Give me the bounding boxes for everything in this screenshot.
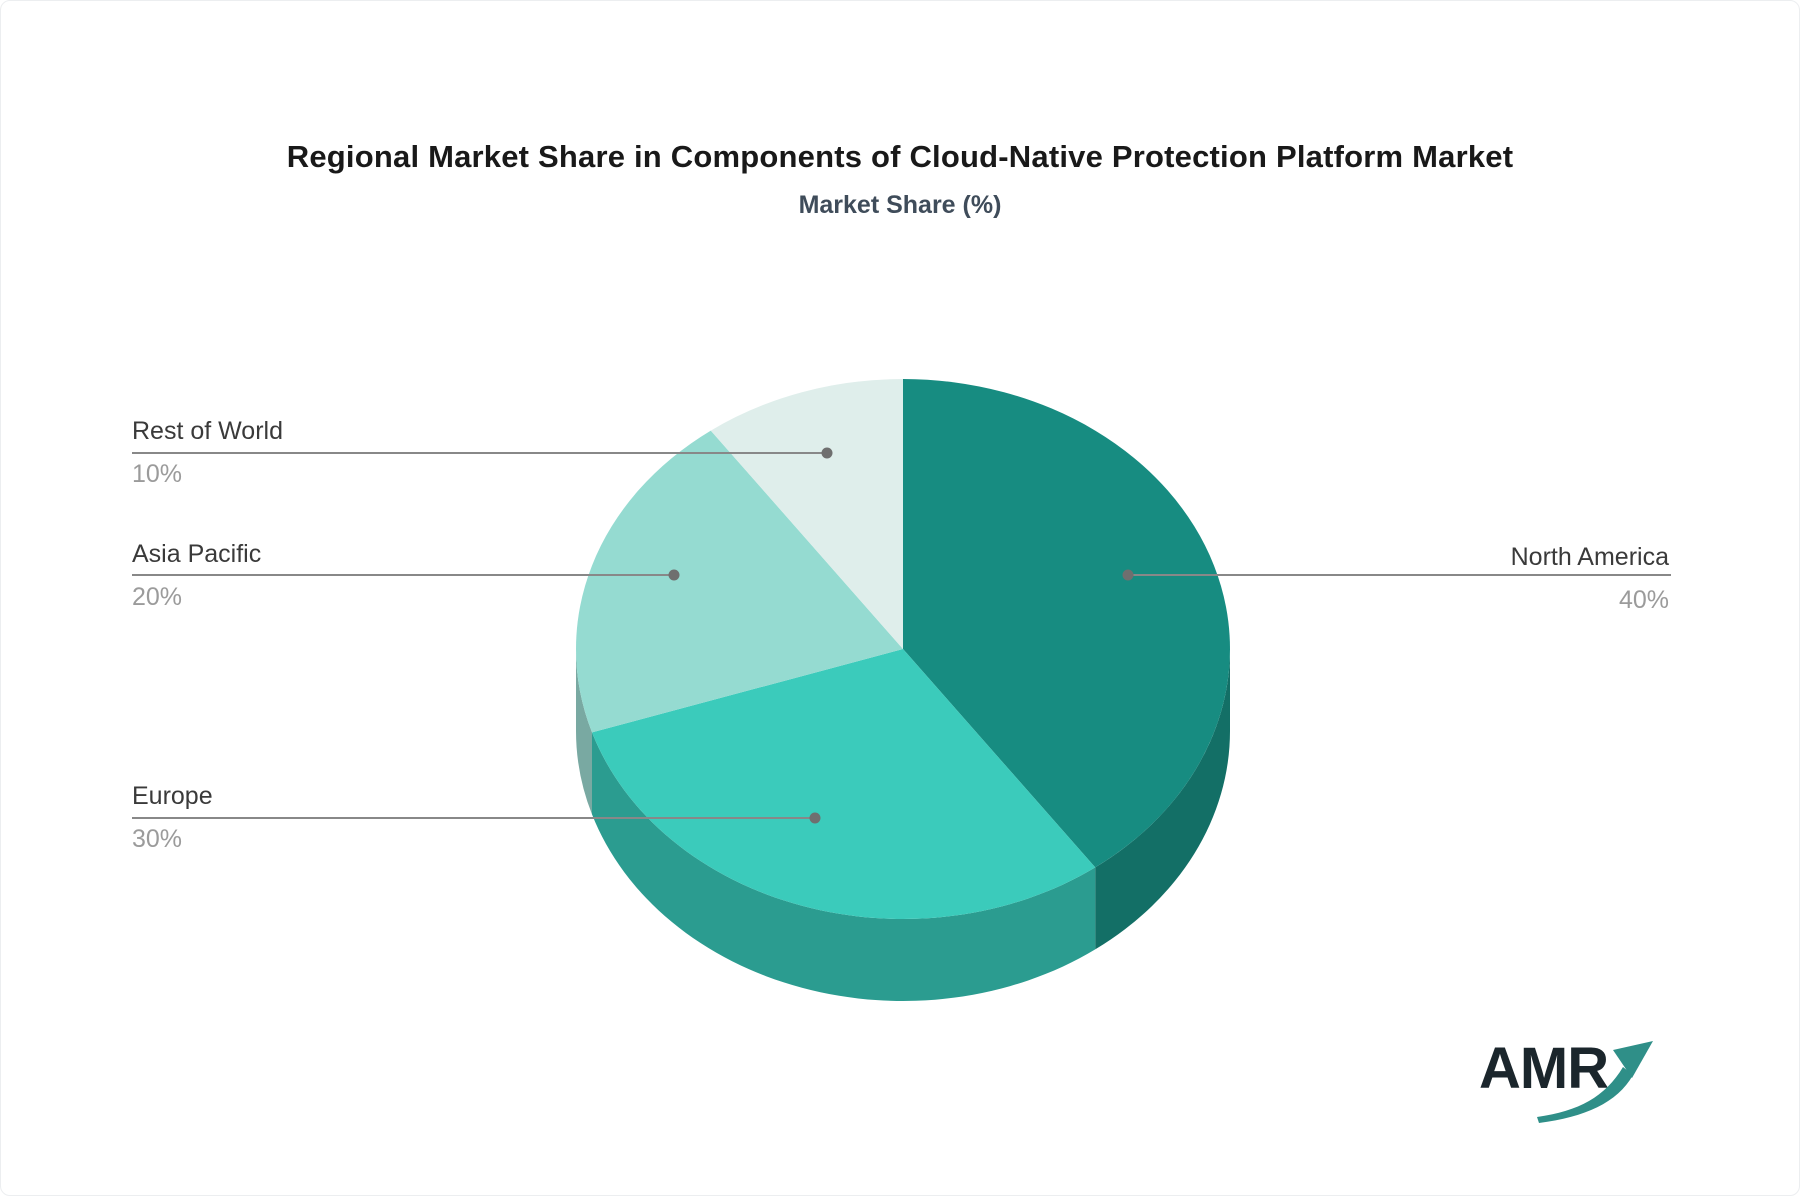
pie-slice-side-north-america xyxy=(1095,649,1230,950)
slice-label-asia-pacific: Asia Pacific 20% xyxy=(132,539,261,612)
chart-subtitle: Market Share (%) xyxy=(798,191,1002,219)
pie-slice-side-asia-pacific xyxy=(576,649,593,815)
pie-slice-north-america[interactable] xyxy=(903,379,1230,868)
slice-percent: 40% xyxy=(1618,586,1669,614)
brand-text: AMR xyxy=(1479,1036,1609,1101)
slice-label-rest-of-world: Rest of World 10% xyxy=(132,416,283,489)
brand-arrow-icon xyxy=(1537,1041,1653,1123)
slice-percent: 10% xyxy=(132,460,183,488)
brand-logo: AMR xyxy=(1479,1037,1659,1127)
pie-slice-asia-pacific[interactable] xyxy=(576,430,903,733)
slice-name: Rest of World xyxy=(132,417,283,445)
slice-name: North America xyxy=(1510,543,1669,571)
leader-dot-rest-of-world xyxy=(821,447,833,459)
slice-percent: 30% xyxy=(132,825,183,853)
chart-title: Regional Market Share in Components of C… xyxy=(286,139,1514,174)
pie-slice-side-europe xyxy=(592,732,1096,1001)
leader-dot-north-america xyxy=(1122,569,1134,581)
pie-slice-rest-of-world[interactable] xyxy=(710,379,903,649)
slice-label-north-america: North America 40% xyxy=(1511,542,1669,615)
slice-name: Asia Pacific xyxy=(132,540,262,568)
pie-slice-europe[interactable] xyxy=(592,649,1096,919)
slice-percent: 20% xyxy=(132,583,183,611)
slice-label-europe: Europe 30% xyxy=(132,781,213,854)
slice-name: Europe xyxy=(132,782,213,810)
leader-dot-asia-pacific xyxy=(668,569,680,581)
leader-dot-europe xyxy=(809,812,821,824)
